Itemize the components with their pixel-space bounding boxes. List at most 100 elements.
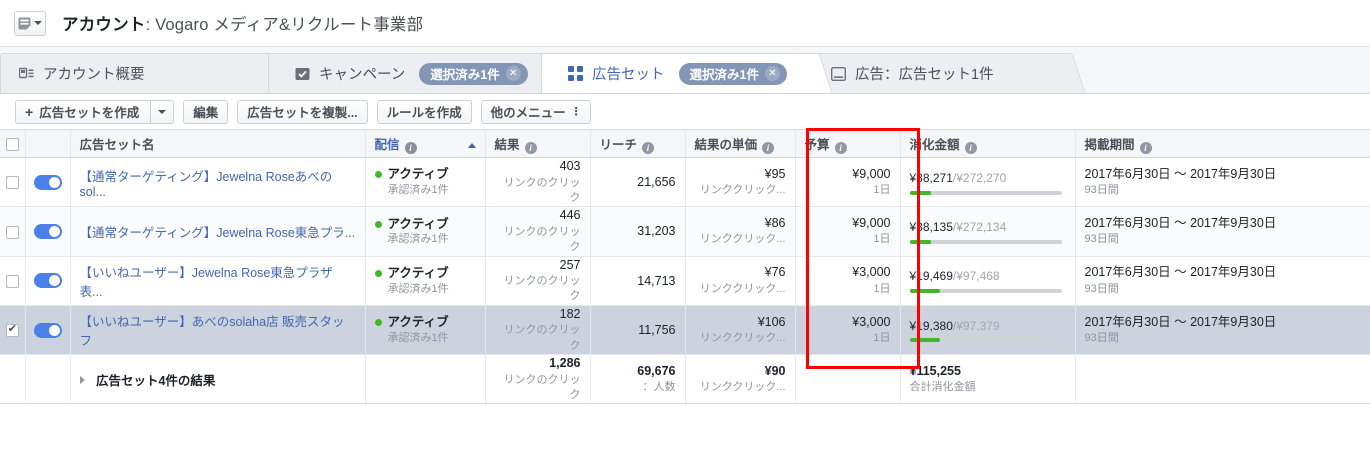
cost-per-result-cell: ¥76 リンククリック...: [685, 256, 796, 306]
clear-adset-selection-icon[interactable]: ✕: [764, 66, 780, 81]
total-cost-per-result-value: ¥90: [764, 363, 786, 378]
reach-value: 11,756: [638, 322, 676, 337]
results-cell: 403 リンクのクリック: [485, 157, 591, 208]
reach-cell: 21,656: [590, 157, 686, 208]
results-cell: 257 リンクのクリック: [485, 256, 591, 306]
cost-per-result-cell: ¥95 リンククリック...: [685, 157, 796, 208]
sort-ascending-icon[interactable]: [467, 142, 476, 148]
row-select-cell[interactable]: [0, 206, 26, 257]
info-icon[interactable]: i: [1139, 141, 1152, 154]
edit-button[interactable]: 編集: [183, 99, 229, 124]
info-icon[interactable]: i: [834, 141, 847, 154]
adset-name-link[interactable]: 【いいねユーザー】あべのsolaha店 販売スタッフ: [79, 314, 345, 348]
expand-triangle-icon[interactable]: [79, 375, 85, 384]
budget-period: 1日: [873, 184, 891, 197]
tab-campaigns[interactable]: キャンペーン 選択済み1件 ✕: [268, 53, 570, 93]
adset-on-off-toggle[interactable]: [33, 273, 62, 289]
total-cost-per-result-sub: リンククリック...: [699, 381, 786, 394]
column-header-select-all[interactable]: [0, 129, 26, 158]
clear-campaign-selection-icon[interactable]: ✕: [505, 66, 521, 81]
create-rule-button[interactable]: ルールを作成: [376, 99, 472, 124]
column-header-delivery[interactable]: 配信 i: [365, 129, 486, 158]
info-icon[interactable]: i: [524, 141, 537, 154]
row-toggle-cell[interactable]: [25, 157, 71, 208]
tab-account-overview[interactable]: アカウント概要: [0, 53, 297, 93]
select-all-checkbox[interactable]: [5, 137, 19, 151]
table-row[interactable]: 【通常ターゲティング】Jewelna Roseあべのsol... アクティブ 承…: [0, 157, 1370, 208]
row-select-cell[interactable]: [0, 157, 26, 208]
budget-cell[interactable]: ¥3,000 1日: [795, 305, 901, 356]
adset-name-cell[interactable]: 【通常ターゲティング】Jewelna Roseあべのsol...: [70, 157, 366, 208]
tab-adsets[interactable]: 広告セット 選択済み1件 ✕: [541, 53, 833, 93]
adset-on-off-toggle[interactable]: [33, 322, 62, 338]
budget-cell[interactable]: ¥3,000 1日: [795, 256, 901, 306]
total-results-sub: リンクのクリック: [503, 373, 581, 402]
total-amount-spent-cell: ¥115,255 合計消化金額: [900, 354, 1076, 405]
account-switcher-button[interactable]: [14, 10, 46, 36]
adset-name-cell[interactable]: 【通常ターゲティング】Jewelna Rose東急プラ...: [70, 206, 366, 257]
column-header-adset-name[interactable]: 広告セット名: [70, 129, 366, 158]
status-dot-active: [374, 269, 382, 277]
amount-spent-total: /¥272,134: [952, 220, 1007, 235]
adset-table: 広告セット名 配信 i 結果 i リーチ i 結果の単価 i 予算 i 消化金額 i: [0, 129, 1370, 405]
adset-on-off-toggle[interactable]: [33, 174, 62, 190]
budget-period: 1日: [873, 332, 891, 345]
adset-name-link[interactable]: 【通常ターゲティング】Jewelna Roseあべのsol...: [79, 169, 333, 199]
amount-spent-total: /¥272,270: [952, 170, 1007, 185]
more-menu-button[interactable]: 他のメニュー ⋮: [480, 99, 591, 124]
duplicate-adset-button[interactable]: 広告セットを複製...: [237, 99, 368, 124]
adset-name-link[interactable]: 【いいねユーザー】Jewelna Rose東急プラザ表...: [79, 265, 333, 299]
column-header-results[interactable]: 結果 i: [485, 129, 591, 158]
tab-adsets-selected-pill[interactable]: 選択済み1件 ✕: [678, 62, 787, 85]
row-toggle-cell[interactable]: [25, 206, 71, 257]
info-icon[interactable]: i: [964, 141, 977, 154]
column-label-results: 結果: [494, 137, 520, 152]
column-header-budget[interactable]: 予算 i: [795, 129, 901, 158]
create-adset-dropdown-button[interactable]: [150, 99, 175, 124]
tab-label-campaigns: キャンペーン: [319, 67, 406, 83]
status-dot-active: [374, 220, 382, 228]
column-header-cost-per-result[interactable]: 結果の単価 i: [685, 129, 796, 158]
column-header-reach[interactable]: リーチ i: [590, 129, 686, 158]
column-header-toggle: [25, 129, 71, 158]
row-checkbox[interactable]: [5, 274, 19, 288]
row-checkbox[interactable]: [5, 225, 19, 239]
table-header-row: 広告セット名 配信 i 結果 i リーチ i 結果の単価 i 予算 i 消化金額 i: [0, 129, 1370, 158]
row-toggle-cell[interactable]: [25, 305, 71, 356]
adset-name-link[interactable]: 【通常ターゲティング】Jewelna Rose東急プラ...: [79, 225, 356, 240]
table-row[interactable]: 【いいねユーザー】あべのsolaha店 販売スタッフ アクティブ 承認済み1件 …: [0, 305, 1370, 356]
adset-name-cell[interactable]: 【いいねユーザー】あべのsolaha店 販売スタッフ: [70, 305, 366, 356]
row-toggle-cell[interactable]: [25, 256, 71, 306]
row-checkbox[interactable]: [5, 322, 19, 338]
total-label-cell: 広告セット4件の結果: [70, 354, 366, 405]
tab-campaigns-selected-pill[interactable]: 選択済み1件 ✕: [419, 62, 528, 85]
row-select-cell[interactable]: [0, 305, 26, 356]
row-select-cell[interactable]: [0, 256, 26, 306]
tab-ads[interactable]: 広告：広告セット1件: [804, 53, 1086, 93]
create-adset-button[interactable]: + 広告セットを作成: [15, 99, 151, 124]
tab-label-adsets: 広告セット: [592, 67, 665, 83]
budget-cell[interactable]: ¥9,000 1日: [795, 206, 901, 257]
column-header-amount-spent[interactable]: 消化金額 i: [900, 129, 1076, 158]
info-icon[interactable]: i: [762, 141, 775, 154]
row-checkbox[interactable]: [5, 176, 19, 190]
budget-cell[interactable]: ¥9,000 1日: [795, 157, 901, 208]
budget-value: ¥9,000: [852, 215, 891, 230]
adset-name-cell[interactable]: 【いいねユーザー】Jewelna Rose東急プラザ表...: [70, 256, 366, 306]
adset-on-off-toggle[interactable]: [33, 224, 62, 240]
column-header-schedule[interactable]: 掲載期間 i: [1075, 129, 1370, 158]
table-row[interactable]: 【通常ターゲティング】Jewelna Rose東急プラ... アクティブ 承認済…: [0, 206, 1370, 257]
delivery-sub: 承認済み1件: [387, 184, 449, 197]
info-icon[interactable]: i: [642, 141, 655, 154]
total-delivery-cell: [365, 354, 486, 405]
page-footer-space: [0, 404, 1370, 462]
page-title: アカウント: Vogaro メディア&リクルート事業部: [62, 11, 423, 35]
total-cost-per-result-cell: ¥90 リンククリック...: [685, 354, 796, 405]
column-label-reach: リーチ: [599, 137, 638, 152]
budget-period: 1日: [873, 233, 891, 246]
schedule-range: 2017年6月30日 〜 2017年9月30日: [1084, 314, 1277, 329]
table-row[interactable]: 【いいねユーザー】Jewelna Rose東急プラザ表... アクティブ 承認済…: [0, 256, 1370, 306]
delivery-status: アクティブ: [387, 265, 449, 280]
info-icon[interactable]: i: [404, 141, 417, 154]
results-sub: リンクのクリック: [503, 275, 581, 303]
